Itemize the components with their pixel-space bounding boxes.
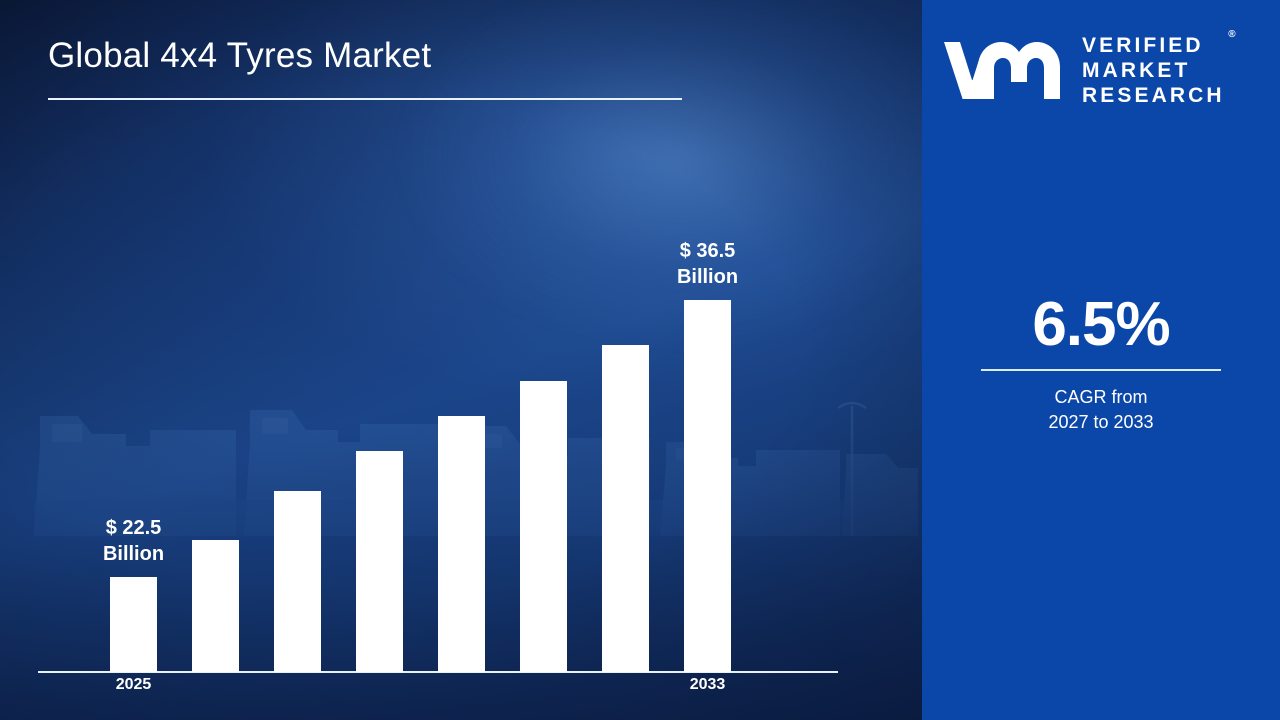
title-block: Global 4x4 Tyres Market bbox=[48, 36, 748, 100]
brand-panel: VERIFIED MARKET RESEARCH ® 6.5% CAGR fro… bbox=[922, 0, 1280, 720]
cagr-caption-line1: CAGR from bbox=[1054, 387, 1148, 407]
x-axis-label-2025: 2025 bbox=[115, 676, 152, 693]
bar-2027 bbox=[274, 491, 321, 672]
chart-panel: Global 4x4 Tyres Market $ 22.5 Billion $ 3… bbox=[0, 0, 922, 720]
cagr-value: 6.5% bbox=[1032, 290, 1170, 359]
value-label-2032: $ 36.5 Billion bbox=[676, 240, 739, 288]
bar-2030 bbox=[520, 381, 567, 672]
bar-2025 bbox=[110, 577, 157, 672]
bar-chart-plot: $ 22.5 Billion $ 36.5 Billion 2025 2033 bbox=[38, 240, 838, 693]
page-title: Global 4x4 Tyres Market bbox=[48, 36, 432, 75]
wordmark-line-research: RESEARCH bbox=[1082, 83, 1225, 107]
wordmark-line-market: MARKET bbox=[1082, 58, 1191, 82]
brand-wordmark: VERIFIED MARKET RESEARCH ® bbox=[1082, 29, 1236, 108]
cagr-block: 6.5% CAGR from 2027 to 2033 bbox=[922, 290, 1280, 435]
bar-2032 bbox=[684, 300, 731, 672]
x-axis-line bbox=[38, 671, 838, 673]
bar-2031 bbox=[602, 345, 649, 672]
title-divider bbox=[48, 98, 682, 100]
brand-logo: VERIFIED MARKET RESEARCH ® bbox=[942, 29, 1272, 110]
value-label-2025: $ 22.5 Billion bbox=[102, 517, 165, 565]
wordmark-line-verified: VERIFIED bbox=[1082, 33, 1204, 57]
bar-2028 bbox=[356, 451, 403, 672]
cagr-caption-line2: 2027 to 2033 bbox=[1048, 412, 1154, 432]
registered-trademark-icon: ® bbox=[1228, 28, 1236, 40]
cagr-divider bbox=[981, 369, 1221, 371]
cagr-caption: CAGR from 2027 to 2033 bbox=[922, 385, 1280, 435]
vmr-logo-icon bbox=[944, 42, 1060, 99]
bar-2029 bbox=[438, 416, 485, 672]
x-axis-label-2033: 2033 bbox=[689, 676, 726, 693]
bar-2026 bbox=[192, 540, 239, 672]
